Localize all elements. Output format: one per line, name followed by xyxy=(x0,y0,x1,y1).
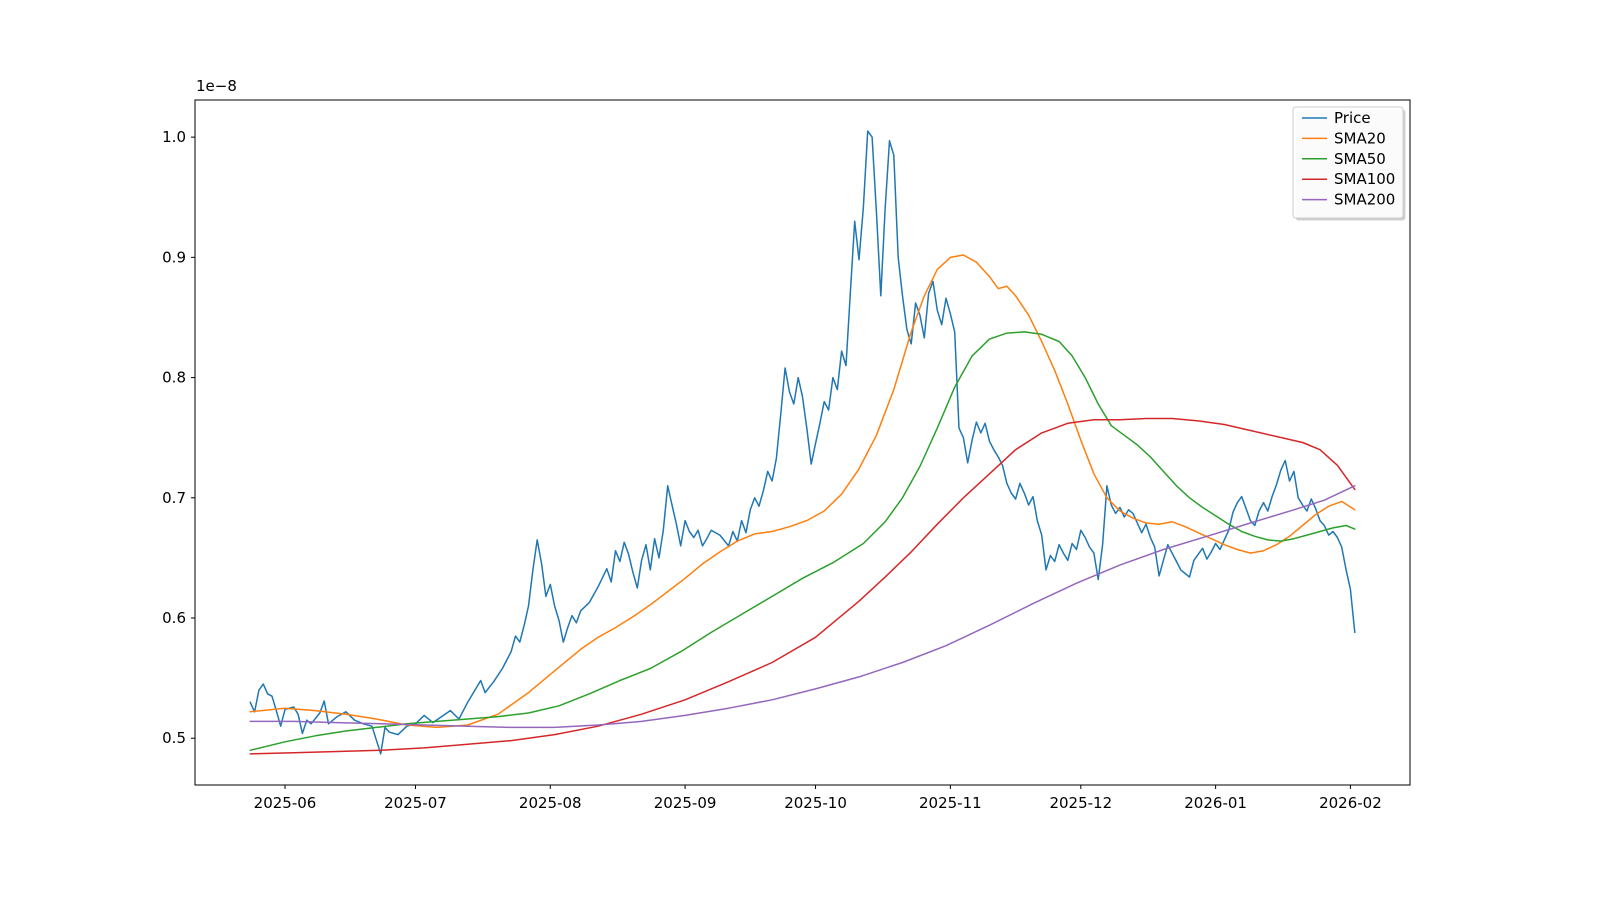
x-tick-label: 2026-01 xyxy=(1184,794,1247,812)
y-tick-label: 1.0 xyxy=(162,128,186,146)
x-tick-label: 2025-07 xyxy=(384,794,447,812)
legend-label-sma200: SMA200 xyxy=(1334,191,1395,209)
x-tick-label: 2025-09 xyxy=(654,794,717,812)
x-tick-label: 2025-06 xyxy=(254,794,317,812)
y-tick-label: 0.8 xyxy=(162,369,186,387)
y-tick-label: 0.7 xyxy=(162,489,186,507)
x-tick-label: 2025-11 xyxy=(919,794,982,812)
y-tick-label: 0.5 xyxy=(162,729,186,747)
y-offset-text: 1e−8 xyxy=(196,77,237,95)
x-tick-label: 2025-12 xyxy=(1049,794,1112,812)
y-tick-label: 0.9 xyxy=(162,248,186,266)
series-sma100-line xyxy=(249,417,1356,755)
legend-label-sma100: SMA100 xyxy=(1334,170,1395,188)
series-price-line xyxy=(249,130,1356,755)
x-tick-label: 2025-10 xyxy=(784,794,847,812)
x-tick-label: 2025-08 xyxy=(519,794,582,812)
series-sma50-line xyxy=(249,331,1356,752)
series-sma200-line xyxy=(249,485,1356,729)
y-tick-label: 0.6 xyxy=(162,609,186,627)
legend-label-price: Price xyxy=(1334,109,1371,127)
series-sma20-line xyxy=(249,254,1356,729)
legend-label-sma50: SMA50 xyxy=(1334,150,1386,168)
axes-frame xyxy=(194,99,1411,786)
legend-frame xyxy=(1292,106,1404,219)
axes-background xyxy=(195,100,1410,785)
legend-label-sma20: SMA20 xyxy=(1334,129,1386,147)
x-tick-label: 2026-02 xyxy=(1319,794,1382,812)
